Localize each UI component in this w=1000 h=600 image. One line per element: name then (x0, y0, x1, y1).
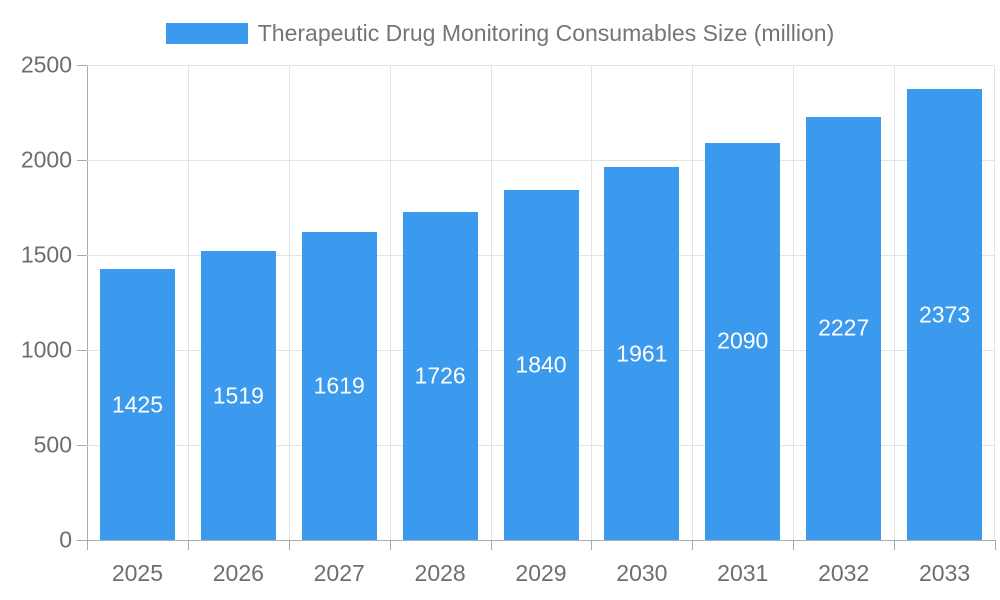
x-axis-line (87, 540, 996, 541)
y-axis-tick-label: 2500 (20, 51, 72, 78)
gridline-horizontal (87, 160, 995, 161)
bar-value-label: 2227 (818, 314, 870, 341)
x-axis-tick-label: 2030 (616, 560, 668, 586)
x-axis-tick-label: 2029 (515, 560, 567, 586)
bar-value-label: 1961 (616, 340, 668, 367)
bar-value-label: 1840 (515, 351, 567, 378)
x-axis-tick-label: 2027 (313, 560, 365, 586)
x-axis-tick-label: 2032 (818, 560, 870, 586)
x-axis-tick-label: 2031 (717, 560, 769, 586)
y-axis-tick-label: 0 (59, 526, 72, 553)
gridline-vertical (894, 65, 896, 540)
y-axis-tick (77, 255, 87, 256)
bar[interactable] (705, 142, 781, 540)
x-axis-tick (591, 540, 593, 550)
bar-value-label: 2373 (918, 301, 971, 328)
x-axis-tick (187, 540, 189, 550)
x-axis-tick (995, 540, 996, 550)
y-axis-line (87, 65, 88, 541)
bar-value-label: 1619 (313, 372, 365, 399)
gridline-vertical (490, 65, 492, 540)
x-axis-tick-label: 2025 (111, 560, 164, 586)
gridline-horizontal (87, 65, 995, 66)
gridline-vertical (288, 65, 290, 540)
legend[interactable]: Therapeutic Drug Monitoring Consumables … (0, 20, 1000, 47)
gridline-vertical (994, 65, 995, 540)
bar[interactable] (604, 167, 680, 540)
x-axis-tick (490, 540, 492, 550)
y-axis-tick (77, 445, 87, 446)
x-axis-tick-label: 2033 (918, 560, 971, 586)
y-axis-tick-label: 500 (33, 431, 72, 458)
plot-area: 1425 1519 1619 1726 1840 1961 2090 2227 2373 (87, 65, 995, 540)
bar[interactable] (503, 190, 579, 540)
x-axis-tick-label: 2026 (212, 560, 264, 586)
x-axis-tick (288, 540, 290, 550)
x-axis-tick (87, 540, 88, 550)
bar-value-label: 2090 (717, 327, 769, 354)
bar-value-label: 1519 (212, 382, 264, 409)
y-axis-tick (77, 160, 87, 161)
x-axis-tick-label: 2028 (414, 560, 466, 586)
chart-title: Therapeutic Drug Monitoring Consumables … (257, 20, 835, 46)
legend-swatch-icon (165, 23, 248, 44)
bar[interactable] (402, 212, 478, 540)
x-axis-tick (692, 540, 694, 550)
gridline-vertical (793, 65, 795, 540)
gridline-vertical (187, 65, 189, 540)
gridline-vertical (591, 65, 593, 540)
y-axis-tick (77, 65, 87, 66)
x-axis-tick (389, 540, 391, 550)
gridline-vertical (389, 65, 391, 540)
y-axis-tick (77, 540, 87, 541)
y-axis-tick-label: 1500 (20, 241, 72, 268)
x-axis-tick (894, 540, 896, 550)
y-axis-tick-label: 2000 (20, 146, 72, 173)
bar-value-label: 1425 (111, 391, 164, 418)
bar[interactable] (301, 232, 377, 540)
bar[interactable] (806, 116, 882, 540)
bar-value-label: 1726 (414, 362, 466, 389)
x-axis-tick (793, 540, 795, 550)
gridline-vertical (692, 65, 694, 540)
bar[interactable] (907, 89, 983, 540)
bar[interactable] (200, 251, 276, 540)
bar[interactable] (99, 269, 175, 540)
y-axis-tick (77, 350, 87, 351)
y-axis-tick-label: 1000 (20, 336, 72, 363)
